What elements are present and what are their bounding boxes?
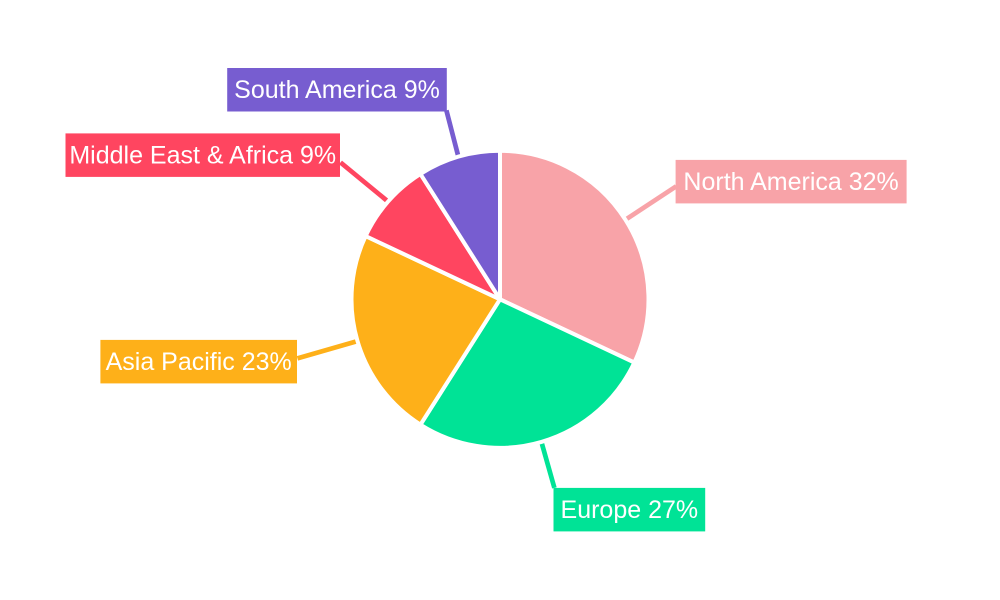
svg-text:Middle East & Africa 9%: Middle East & Africa 9% <box>69 142 336 170</box>
svg-text:South America 9%: South America 9% <box>234 76 440 104</box>
svg-text:Europe 27%: Europe 27% <box>561 496 699 524</box>
svg-text:Asia Pacific 23%: Asia Pacific 23% <box>106 348 292 376</box>
svg-text:North America 32%: North America 32% <box>683 168 898 196</box>
